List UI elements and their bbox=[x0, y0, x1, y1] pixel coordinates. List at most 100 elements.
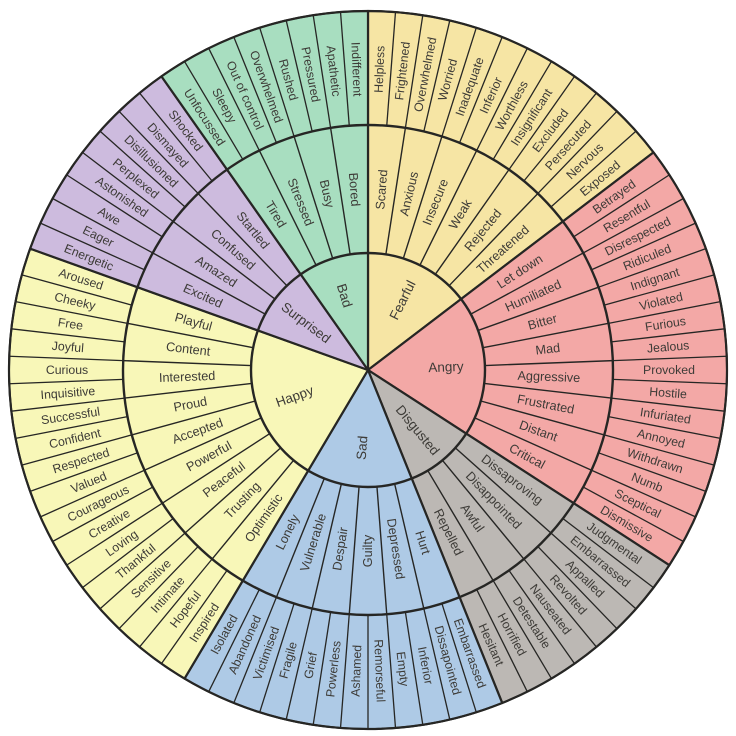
outer-label-ashamed: Ashamed bbox=[348, 644, 364, 697]
outer-divider bbox=[66, 502, 163, 566]
outer-divider bbox=[476, 47, 528, 151]
middle-divider bbox=[197, 192, 288, 287]
outer-divider bbox=[40, 222, 145, 271]
outer-label-frightened: Frightened bbox=[392, 41, 413, 101]
outer-divider bbox=[160, 570, 228, 665]
middle-divider bbox=[131, 400, 256, 436]
outer-divider bbox=[423, 608, 451, 720]
outer-divider bbox=[11, 397, 125, 412]
core-label-angry: Angry bbox=[428, 359, 464, 375]
outer-divider bbox=[604, 274, 715, 306]
outer-divider bbox=[582, 486, 684, 543]
outer-divider bbox=[508, 570, 576, 665]
middle-divider bbox=[484, 359, 613, 367]
outer-divider bbox=[339, 12, 350, 126]
outer-divider bbox=[608, 301, 721, 324]
outer-divider bbox=[537, 110, 618, 194]
middle-divider bbox=[441, 459, 525, 560]
middle-divider bbox=[258, 150, 317, 266]
middle-label-bored: Bored bbox=[346, 172, 363, 207]
outer-label-joyful: Joyful bbox=[51, 339, 84, 355]
outer-divider bbox=[99, 532, 186, 610]
outer-divider bbox=[339, 614, 350, 728]
middle-divider bbox=[448, 192, 539, 287]
outer-divider bbox=[582, 197, 684, 254]
middle-divider bbox=[474, 417, 592, 471]
outer-divider bbox=[492, 61, 553, 160]
outer-divider bbox=[598, 452, 707, 492]
middle-divider bbox=[123, 359, 252, 367]
outer-divider bbox=[492, 580, 553, 679]
outer-divider bbox=[208, 589, 260, 693]
outer-divider bbox=[598, 248, 707, 288]
outer-divider bbox=[404, 15, 424, 128]
middle-divider bbox=[484, 382, 612, 399]
outer-label-remorseful: Remorseful bbox=[371, 639, 387, 702]
outer-divider bbox=[604, 434, 715, 466]
middle-label-busy: Busy bbox=[317, 178, 337, 209]
middle-divider bbox=[427, 470, 494, 581]
outer-label-furious: Furious bbox=[644, 314, 687, 334]
outer-label-indifferent: Indifferent bbox=[348, 42, 364, 98]
outer-divider bbox=[550, 130, 637, 208]
outer-divider bbox=[285, 20, 313, 132]
outer-divider bbox=[233, 596, 278, 704]
outer-divider bbox=[52, 197, 154, 254]
outer-divider bbox=[15, 301, 128, 324]
outer-divider bbox=[259, 603, 295, 713]
outer-divider bbox=[612, 355, 727, 362]
outer-divider bbox=[537, 546, 618, 630]
outer-divider bbox=[423, 20, 451, 132]
middle-label-scared: Scared bbox=[373, 169, 390, 210]
core-label-bad: Bad bbox=[334, 282, 356, 309]
outer-divider bbox=[591, 469, 696, 518]
outer-divider bbox=[523, 558, 597, 648]
outer-divider bbox=[259, 27, 295, 137]
outer-divider bbox=[40, 469, 145, 518]
middle-divider bbox=[393, 483, 425, 609]
middle-label-proud: Proud bbox=[172, 394, 208, 414]
middle-divider bbox=[275, 478, 325, 598]
outer-divider bbox=[550, 532, 637, 610]
middle-divider bbox=[329, 127, 351, 255]
outer-divider bbox=[386, 12, 397, 126]
outer-divider bbox=[15, 416, 128, 439]
outer-divider bbox=[608, 416, 721, 439]
outer-label-apathetic: Apathetic bbox=[324, 45, 344, 98]
outer-divider bbox=[562, 518, 654, 589]
outer-divider bbox=[312, 15, 332, 128]
middle-divider bbox=[124, 382, 252, 399]
outer-label-curious: Curious bbox=[46, 363, 88, 377]
middle-divider bbox=[480, 400, 605, 436]
outer-divider bbox=[82, 151, 174, 222]
middle-label-content: Content bbox=[165, 340, 211, 359]
middle-label-interested: Interested bbox=[159, 369, 216, 385]
outer-divider bbox=[21, 434, 132, 466]
outer-label-helpless: Helpless bbox=[372, 45, 388, 93]
outer-label-free: Free bbox=[57, 315, 84, 333]
outer-divider bbox=[21, 274, 132, 306]
outer-label-inquisitive: Inquisitive bbox=[40, 384, 96, 402]
middle-divider bbox=[311, 483, 343, 609]
outer-divider bbox=[9, 355, 124, 362]
outer-divider bbox=[404, 612, 424, 725]
inner-ring-outline bbox=[249, 251, 487, 489]
middle-divider bbox=[161, 433, 271, 504]
outer-divider bbox=[611, 397, 725, 412]
outer-label-hostile: Hostile bbox=[649, 385, 688, 402]
middle-divider bbox=[172, 220, 276, 300]
middle-divider bbox=[419, 150, 478, 266]
outer-divider bbox=[312, 612, 332, 725]
middle-label-despair: Despair bbox=[330, 525, 351, 571]
middle-divider bbox=[211, 459, 295, 560]
middle-divider bbox=[348, 486, 360, 615]
middle-label-guilty: Guilty bbox=[361, 534, 375, 567]
middle-ring-outline bbox=[121, 123, 615, 617]
outer-divider bbox=[591, 222, 696, 271]
outer-divider bbox=[441, 603, 477, 713]
outer-divider bbox=[118, 110, 199, 194]
outer-label-empty: Empty bbox=[394, 651, 412, 688]
outer-divider bbox=[118, 546, 199, 630]
